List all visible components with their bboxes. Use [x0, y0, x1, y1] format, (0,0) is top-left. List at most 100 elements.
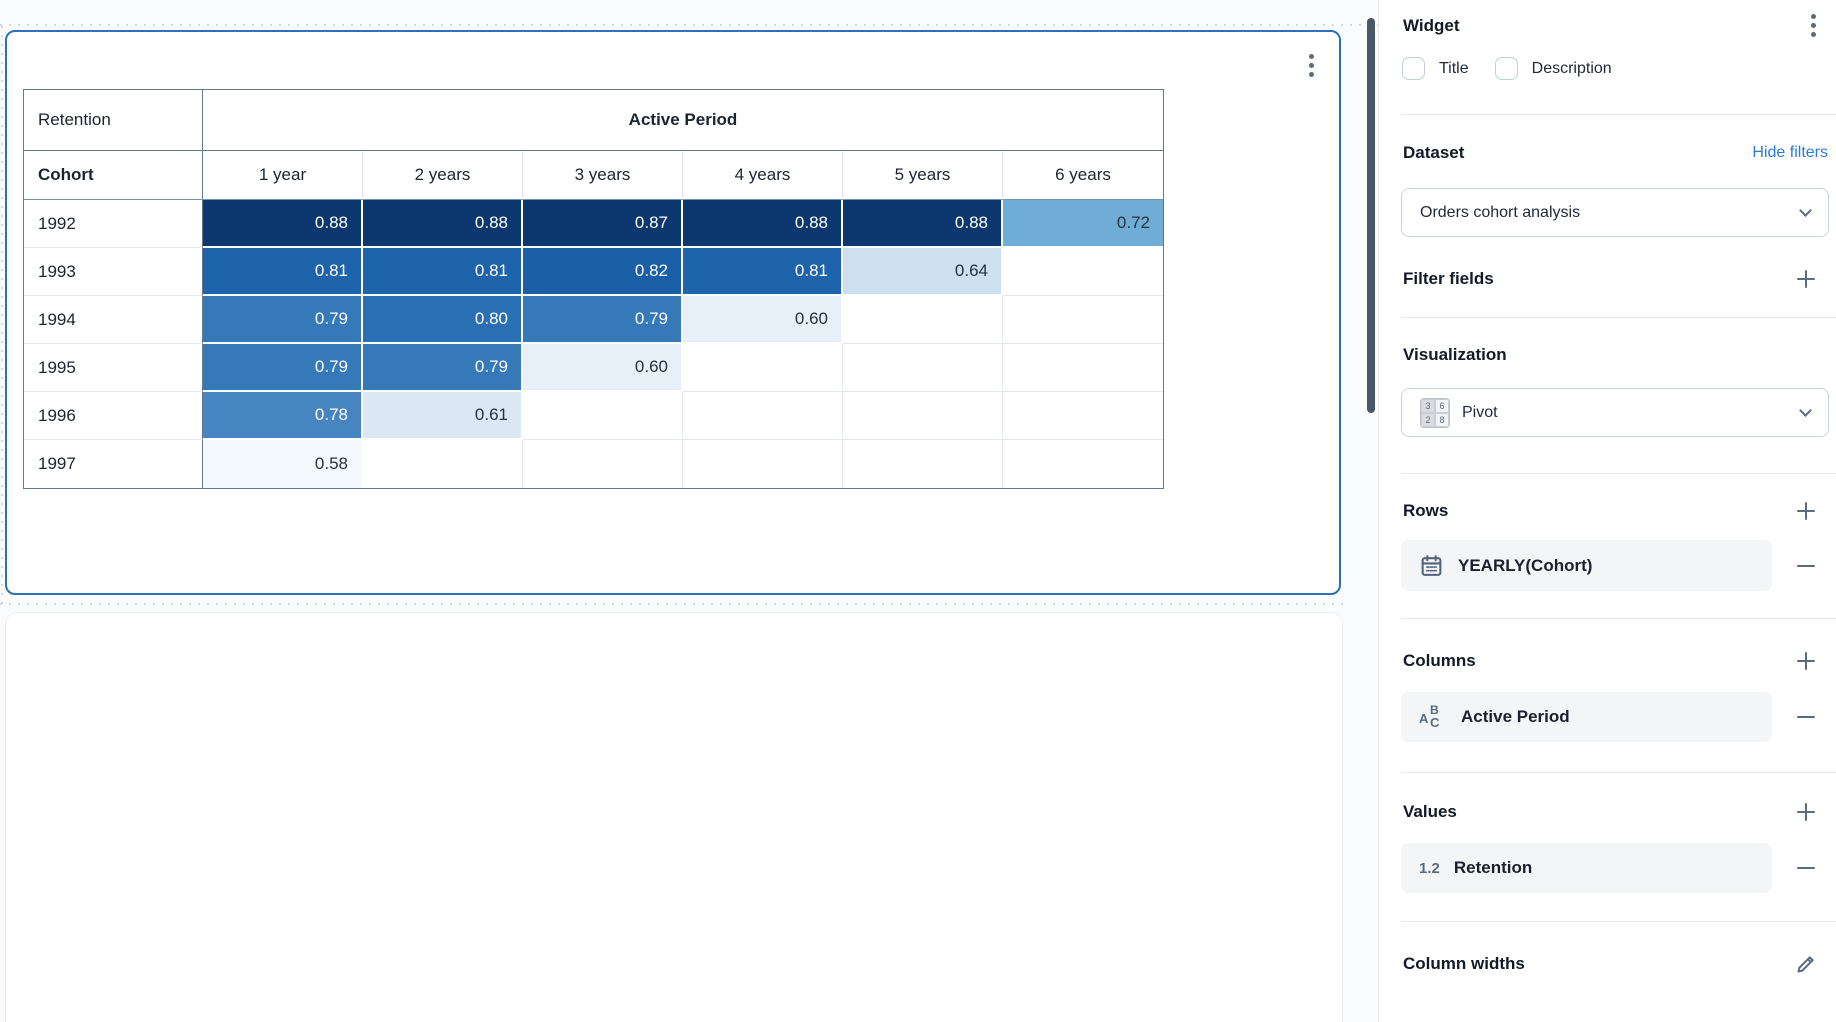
pivot-row: 1997 0.58: [24, 440, 1163, 488]
plus-icon: [1797, 803, 1815, 821]
visualization-heading: Visualization: [1403, 345, 1507, 364]
divider: [1401, 114, 1836, 115]
pivot-cell[interactable]: 0.81: [363, 248, 523, 296]
pivot-column-header[interactable]: 4 years: [683, 151, 843, 200]
pivot-cell[interactable]: [843, 296, 1003, 344]
pivot-cell[interactable]: [843, 440, 1003, 488]
plus-icon: [1797, 502, 1815, 520]
pivot-cell[interactable]: 0.81: [683, 248, 843, 296]
pivot-cell[interactable]: 0.87: [523, 200, 683, 248]
pivot-row-header[interactable]: 1997: [24, 440, 203, 488]
add-value-field-button[interactable]: [1792, 798, 1820, 826]
title-checkbox[interactable]: [1402, 57, 1425, 80]
pivot-cell[interactable]: 0.81: [203, 248, 363, 296]
pivot-table[interactable]: Retention Active Period Cohort 1 year 2 year…: [23, 89, 1164, 489]
pivot-row-header[interactable]: 1992: [24, 200, 203, 248]
pivot-cell[interactable]: 0.60: [523, 344, 683, 392]
pivot-cell[interactable]: 0.88: [363, 200, 523, 248]
widget-below[interactable]: [5, 612, 1343, 1022]
remove-row-field-button[interactable]: [1792, 552, 1820, 580]
chevron-down-icon: [1799, 203, 1812, 217]
pivot-column-header[interactable]: 6 years: [1003, 151, 1163, 200]
pivot-cell[interactable]: [1003, 440, 1163, 488]
pivot-row-header[interactable]: 1994: [24, 296, 203, 344]
pivot-column-header[interactable]: 3 years: [523, 151, 683, 200]
dataset-heading: Dataset: [1403, 143, 1465, 162]
calendar-icon: [1421, 555, 1442, 576]
hide-filters-link[interactable]: Hide filters: [1752, 144, 1828, 161]
remove-column-field-button[interactable]: [1792, 703, 1820, 731]
pivot-widget[interactable]: Retention Active Period Cohort 1 year 2 year…: [5, 30, 1341, 595]
text-type-icon: A B C: [1419, 703, 1440, 730]
rows-field-pill[interactable]: YEARLY(Cohort): [1401, 540, 1772, 591]
pivot-cell[interactable]: 0.82: [523, 248, 683, 296]
pivot-column-header[interactable]: 2 years: [363, 151, 523, 200]
pivot-cell[interactable]: [683, 440, 843, 488]
rows-field-label: YEARLY(Cohort): [1458, 555, 1593, 575]
pivot-cell[interactable]: 0.88: [843, 200, 1003, 248]
description-checkbox[interactable]: [1494, 57, 1518, 80]
columns-field-label: Active Period: [1461, 707, 1570, 726]
divider: [1401, 921, 1836, 922]
pivot-cell[interactable]: [1003, 344, 1163, 392]
pivot-column-header[interactable]: 5 years: [843, 151, 1003, 200]
pivot-cell[interactable]: 0.80: [363, 296, 523, 344]
pivot-cell[interactable]: 0.72: [1003, 200, 1163, 248]
pivot-row: 1992 0.88 0.88 0.87 0.88 0.88 0.72: [24, 200, 1163, 248]
add-row-field-button[interactable]: [1792, 497, 1820, 525]
pivot-cell[interactable]: [683, 392, 843, 440]
pivot-cell[interactable]: 0.64: [843, 248, 1003, 296]
pivot-cell[interactable]: [843, 392, 1003, 440]
pivot-row: 1995 0.79 0.79 0.60: [24, 344, 1163, 392]
values-field-pill[interactable]: 1.2 Retention: [1401, 843, 1772, 893]
panel-menu-button[interactable]: [1807, 10, 1820, 41]
number-type-icon: 1.2: [1419, 859, 1440, 877]
filter-fields-heading: Filter fields: [1403, 269, 1494, 288]
chevron-down-icon: [1799, 403, 1812, 417]
pivot-cell[interactable]: 0.60: [683, 296, 843, 344]
pivot-cell[interactable]: 0.78: [203, 392, 363, 440]
add-column-field-button[interactable]: [1792, 647, 1820, 675]
pivot-cell[interactable]: [363, 440, 523, 488]
columns-field-pill[interactable]: A B C Active Period: [1401, 692, 1772, 742]
minus-icon: [1797, 564, 1815, 567]
pivot-cell[interactable]: [683, 344, 843, 392]
pivot-cell[interactable]: [843, 344, 1003, 392]
pivot-cell[interactable]: [1003, 296, 1163, 344]
kebab-icon: [1309, 54, 1314, 59]
pivot-row-header[interactable]: 1993: [24, 248, 203, 296]
pivot-cell[interactable]: 0.79: [203, 296, 363, 344]
pivot-cell[interactable]: [1003, 248, 1163, 296]
pivot-cell[interactable]: 0.61: [363, 392, 523, 440]
pivot-cell[interactable]: 0.58: [203, 440, 363, 488]
pivot-row-header[interactable]: 1996: [24, 392, 203, 440]
pivot-cell[interactable]: 0.79: [203, 344, 363, 392]
pivot-cell[interactable]: [523, 392, 683, 440]
pivot-column-header[interactable]: 1 year: [203, 151, 363, 200]
dashboard-canvas: Retention Active Period Cohort 1 year 2 year…: [0, 18, 1378, 1022]
remove-value-field-button[interactable]: [1792, 854, 1820, 882]
values-heading: Values: [1403, 802, 1457, 821]
panel-scrollbar-thumb[interactable]: [1367, 18, 1375, 413]
edit-column-widths-button[interactable]: [1792, 950, 1820, 978]
plus-icon: [1797, 652, 1815, 670]
column-widths-heading: Column widths: [1403, 954, 1525, 973]
pivot-row: 1994 0.79 0.80 0.79 0.60: [24, 296, 1163, 344]
pivot-cell[interactable]: 0.79: [363, 344, 523, 392]
widget-menu-button[interactable]: [1305, 50, 1318, 81]
add-filter-field-button[interactable]: [1792, 265, 1820, 293]
dataset-selected-value: Orders cohort analysis: [1420, 203, 1581, 221]
pivot-cell[interactable]: [523, 440, 683, 488]
pivot-cell[interactable]: 0.88: [683, 200, 843, 248]
pivot-row-header[interactable]: 1995: [24, 344, 203, 392]
columns-heading: Columns: [1403, 651, 1476, 670]
dataset-select[interactable]: Orders cohort analysis: [1401, 188, 1829, 237]
pivot-cell[interactable]: [1003, 392, 1163, 440]
divider: [1401, 317, 1836, 318]
grid-guide-top: [0, 24, 1378, 26]
pivot-cell[interactable]: 0.79: [523, 296, 683, 344]
pivot-cell[interactable]: 0.88: [203, 200, 363, 248]
rows-heading: Rows: [1403, 501, 1449, 520]
